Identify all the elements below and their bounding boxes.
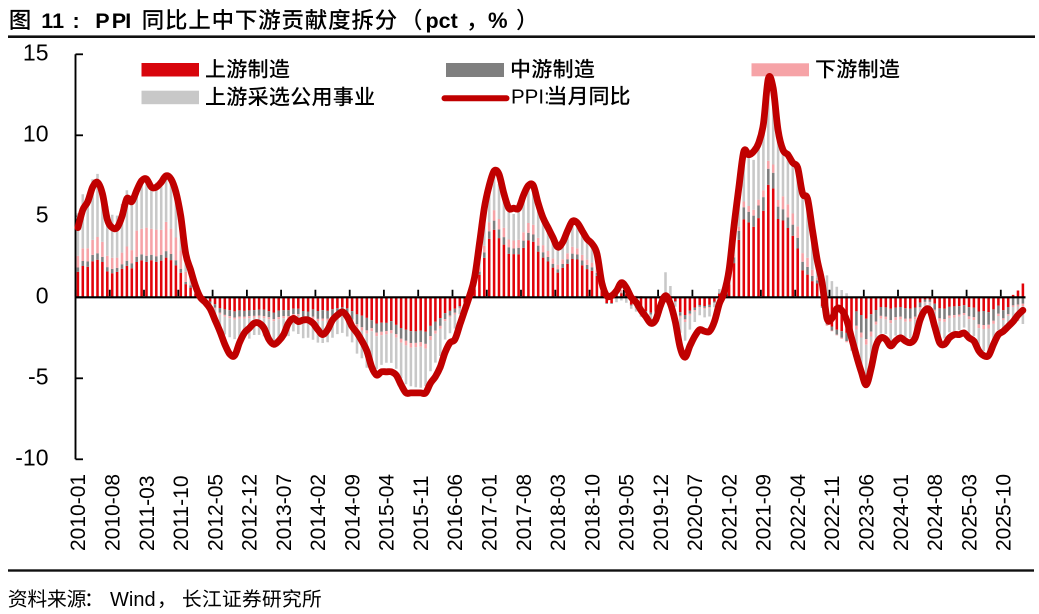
svg-text::: : <box>73 9 80 33</box>
svg-text:PPI:: PPI: <box>511 86 550 109</box>
svg-text:2015-11: 2015-11 <box>410 475 433 551</box>
svg-text:10: 10 <box>23 121 49 147</box>
svg-text:2025-10: 2025-10 <box>993 474 1016 551</box>
svg-text:2011-03: 2011-03 <box>136 475 159 551</box>
svg-text:2021-02: 2021-02 <box>718 474 741 551</box>
svg-text:pct: pct <box>426 9 458 33</box>
svg-text:2016-06: 2016-06 <box>444 474 467 551</box>
svg-text:2025-03: 2025-03 <box>958 474 981 551</box>
svg-text:2012-05: 2012-05 <box>204 474 227 551</box>
svg-text:2013-07: 2013-07 <box>273 474 296 551</box>
svg-text:2020-07: 2020-07 <box>684 474 707 551</box>
svg-text:2018-03: 2018-03 <box>547 474 570 551</box>
svg-text:2022-11: 2022-11 <box>821 475 844 551</box>
svg-text:2014-09: 2014-09 <box>341 474 364 551</box>
svg-text:0: 0 <box>36 283 49 309</box>
svg-text:2019-05: 2019-05 <box>616 474 639 551</box>
svg-text:2021-09: 2021-09 <box>753 474 776 551</box>
svg-text:-5: -5 <box>28 364 48 390</box>
svg-text:2015-04: 2015-04 <box>376 474 399 551</box>
svg-text:2023-06: 2023-06 <box>856 474 879 551</box>
svg-text:%: % <box>488 8 508 33</box>
svg-text:15: 15 <box>23 40 49 66</box>
svg-text:PPI: PPI <box>95 9 131 33</box>
svg-text:2010-08: 2010-08 <box>102 474 125 551</box>
svg-text:2017-08: 2017-08 <box>513 474 536 551</box>
svg-text:5: 5 <box>36 202 49 228</box>
svg-text:2019-12: 2019-12 <box>650 474 673 551</box>
svg-text:2018-10: 2018-10 <box>581 474 604 551</box>
svg-text:2012-12: 2012-12 <box>239 474 262 551</box>
svg-text:2011-10: 2011-10 <box>170 475 193 551</box>
svg-text:2022-04: 2022-04 <box>787 474 810 551</box>
svg-text:2024-01: 2024-01 <box>890 474 913 551</box>
svg-text:2024-08: 2024-08 <box>924 474 947 551</box>
svg-text:11: 11 <box>41 9 64 33</box>
svg-text:2014-02: 2014-02 <box>307 474 330 551</box>
svg-text:Wind: Wind <box>110 589 156 611</box>
svg-text:2010-01: 2010-01 <box>67 474 90 551</box>
svg-text:-10: -10 <box>15 445 48 471</box>
svg-text:2017-01: 2017-01 <box>479 474 502 551</box>
